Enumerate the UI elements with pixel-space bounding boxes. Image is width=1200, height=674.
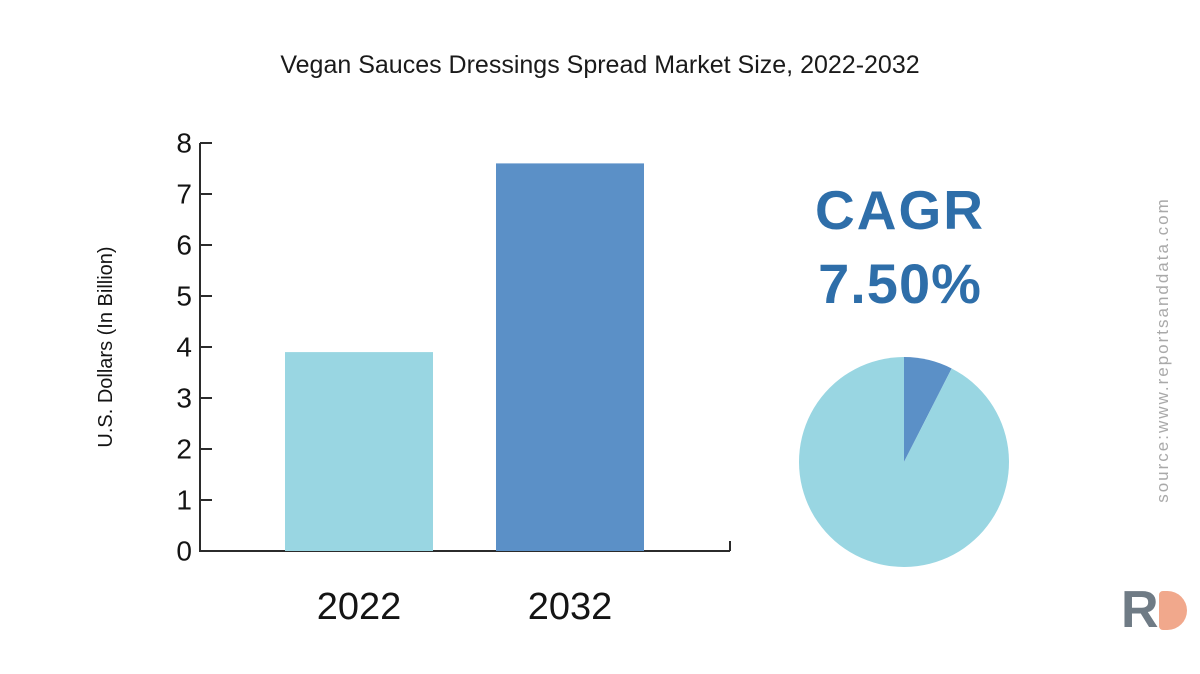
cagr-label: CAGR — [815, 179, 985, 241]
cagr-value: 7.50% — [818, 252, 982, 315]
x-category-label: 2032 — [528, 586, 613, 628]
pie-slice-cagr — [904, 357, 952, 462]
y-tick-label: 2 — [176, 434, 192, 465]
bar-chart: 0 1 2 3 4 5 6 7 8 2022 2032 U.S. Dollars (In Billio… — [95, 128, 731, 628]
y-axis-title: U.S. Dollars (In Billion) — [95, 246, 117, 447]
cagr-callout: CAGR 7.50% — [772, 180, 1028, 314]
y-tick-label: 0 — [176, 536, 192, 567]
y-tick-label: 7 — [176, 179, 192, 210]
axes — [199, 143, 730, 552]
logo-letter: R — [1121, 581, 1159, 639]
chart-title: Vegan Sauces Dressings Spread Market Siz… — [280, 51, 920, 79]
y-tick-label: 3 — [176, 383, 192, 414]
y-tick-label: 8 — [176, 128, 192, 159]
bar-2032 — [496, 163, 644, 551]
y-tick-label: 1 — [176, 485, 192, 516]
bar-2022 — [285, 352, 433, 551]
logo-d-mark-icon — [1158, 591, 1187, 630]
source-watermark: source:www.reportsanddata.com — [1153, 197, 1172, 503]
pie-chart — [798, 357, 1009, 567]
brand-logo: R — [1121, 581, 1187, 639]
y-tick-label: 4 — [176, 332, 192, 363]
pie-slice-remaining — [798, 357, 1009, 567]
y-tick-label: 5 — [176, 281, 192, 312]
x-category-label: 2022 — [317, 586, 402, 628]
y-tick-label: 6 — [176, 230, 192, 261]
